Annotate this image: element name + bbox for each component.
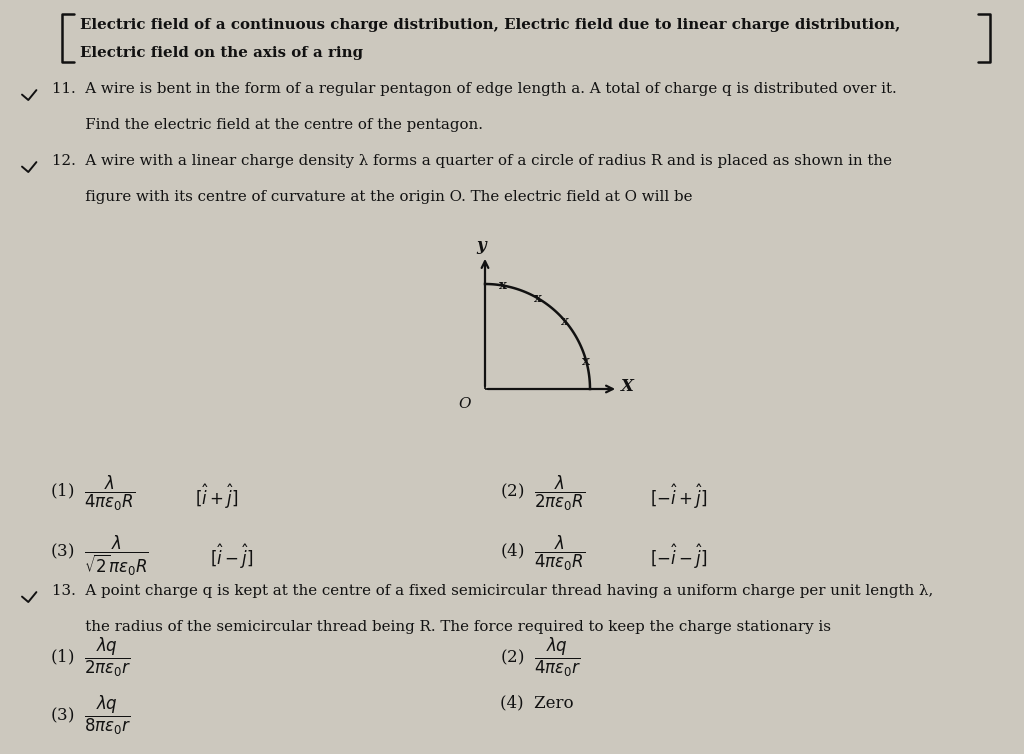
Text: figure with its centre of curvature at the origin O. The electric field at O wil: figure with its centre of curvature at t…	[52, 190, 692, 204]
Text: y: y	[476, 237, 485, 254]
Text: x: x	[534, 292, 542, 305]
Text: (3)  $\dfrac{\lambda}{\sqrt{2}\pi\varepsilon_0 R}$: (3) $\dfrac{\lambda}{\sqrt{2}\pi\varepsi…	[50, 534, 148, 578]
Text: 11.  A wire is bent in the form of a regular pentagon of edge length a. A total : 11. A wire is bent in the form of a regu…	[52, 82, 897, 96]
Text: (4)  $\dfrac{\lambda}{4\pi\varepsilon_0 R}$: (4) $\dfrac{\lambda}{4\pi\varepsilon_0 R…	[500, 534, 585, 573]
Text: (2)  $\dfrac{\lambda}{2\pi\varepsilon_0 R}$: (2) $\dfrac{\lambda}{2\pi\varepsilon_0 R…	[500, 474, 585, 513]
Text: 12.  A wire with a linear charge density λ forms a quarter of a circle of radius: 12. A wire with a linear charge density …	[52, 154, 892, 168]
Text: $[-\hat{i}-\hat{j}]$: $[-\hat{i}-\hat{j}]$	[650, 542, 708, 571]
Text: $[\hat{i}+\hat{j}]$: $[\hat{i}+\hat{j}]$	[195, 482, 239, 510]
Text: $[\hat{i}-\hat{j}]$: $[\hat{i}-\hat{j}]$	[210, 542, 253, 571]
Text: Find the electric field at the centre of the pentagon.: Find the electric field at the centre of…	[52, 118, 483, 132]
Text: Electric field of a continuous charge distribution, Electric field due to linear: Electric field of a continuous charge di…	[80, 18, 900, 32]
Text: X: X	[621, 379, 634, 396]
Text: x: x	[561, 315, 569, 328]
Text: (2)  $\dfrac{\lambda q}{4\pi\varepsilon_0 r}$: (2) $\dfrac{\lambda q}{4\pi\varepsilon_0…	[500, 636, 582, 679]
Text: the radius of the semicircular thread being R. The force required to keep the ch: the radius of the semicircular thread be…	[52, 620, 831, 634]
Text: (1)  $\dfrac{\lambda}{4\pi\varepsilon_0 R}$: (1) $\dfrac{\lambda}{4\pi\varepsilon_0 R…	[50, 474, 135, 513]
Text: $[-\hat{i}+\hat{j}]$: $[-\hat{i}+\hat{j}]$	[650, 482, 708, 510]
Text: (1)  $\dfrac{\lambda q}{2\pi\varepsilon_0 r}$: (1) $\dfrac{\lambda q}{2\pi\varepsilon_0…	[50, 636, 131, 679]
Text: x: x	[500, 279, 507, 292]
Text: (3)  $\dfrac{\lambda q}{8\pi\varepsilon_0 r}$: (3) $\dfrac{\lambda q}{8\pi\varepsilon_0…	[50, 694, 131, 737]
Text: 13.  A point charge q is kept at the centre of a fixed semicircular thread havin: 13. A point charge q is kept at the cent…	[52, 584, 933, 598]
Text: x: x	[583, 355, 591, 368]
Text: Electric field on the axis of a ring: Electric field on the axis of a ring	[80, 46, 364, 60]
Text: (4)  Zero: (4) Zero	[500, 694, 573, 711]
Text: O: O	[459, 397, 471, 411]
